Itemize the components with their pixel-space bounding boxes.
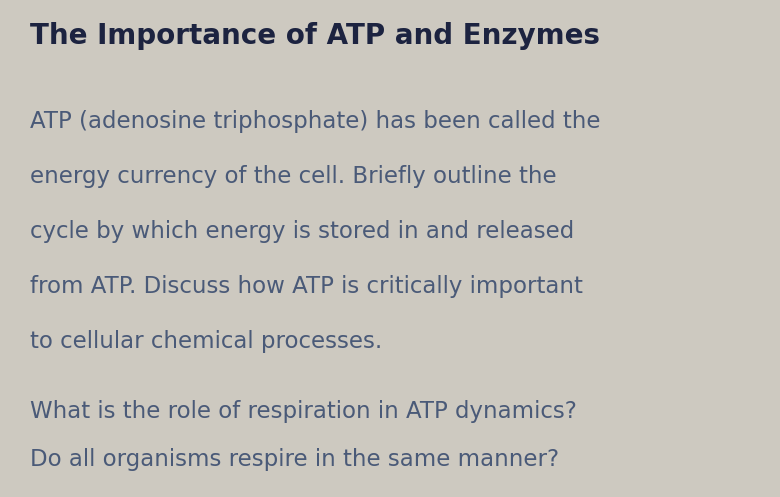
Text: cycle by which energy is stored in and released: cycle by which energy is stored in and r… (30, 220, 574, 243)
Text: ATP (adenosine triphosphate) has been called the: ATP (adenosine triphosphate) has been ca… (30, 110, 601, 133)
Text: energy currency of the cell. Briefly outline the: energy currency of the cell. Briefly out… (30, 165, 557, 188)
Text: from ATP. Discuss how ATP is critically important: from ATP. Discuss how ATP is critically … (30, 275, 583, 298)
Text: to cellular chemical processes.: to cellular chemical processes. (30, 330, 382, 353)
Text: Do all organisms respire in the same manner?: Do all organisms respire in the same man… (30, 448, 559, 471)
Text: The Importance of ATP and Enzymes: The Importance of ATP and Enzymes (30, 22, 600, 50)
Text: What is the role of respiration in ATP dynamics?: What is the role of respiration in ATP d… (30, 400, 577, 423)
